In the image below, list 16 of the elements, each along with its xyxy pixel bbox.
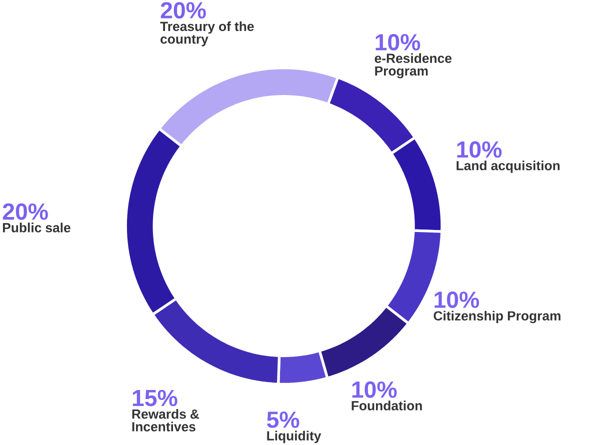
slice-label: Treasury of the country — [160, 21, 254, 46]
slice-label: e-Residence Program — [374, 53, 452, 78]
slice-label: Liquidity — [267, 430, 322, 443]
slice-label: Rewards & Incentives — [132, 408, 200, 432]
data-label: 10% — [457, 141, 502, 158]
data-label: 5% — [267, 411, 300, 428]
data-label: 10% — [434, 291, 480, 308]
slice-label: Citizenship Program — [434, 310, 560, 324]
slice-label: Land acquisition — [456, 160, 560, 173]
data-label: 15% — [132, 390, 178, 406]
slice-label: Foundation — [352, 400, 422, 410]
data-label: 20% — [160, 2, 206, 18]
data-label: 10% — [352, 381, 397, 398]
data-label: 20% — [2, 203, 48, 220]
slice-label: Public sale — [2, 222, 70, 232]
data-label: 10% — [376, 34, 420, 50]
